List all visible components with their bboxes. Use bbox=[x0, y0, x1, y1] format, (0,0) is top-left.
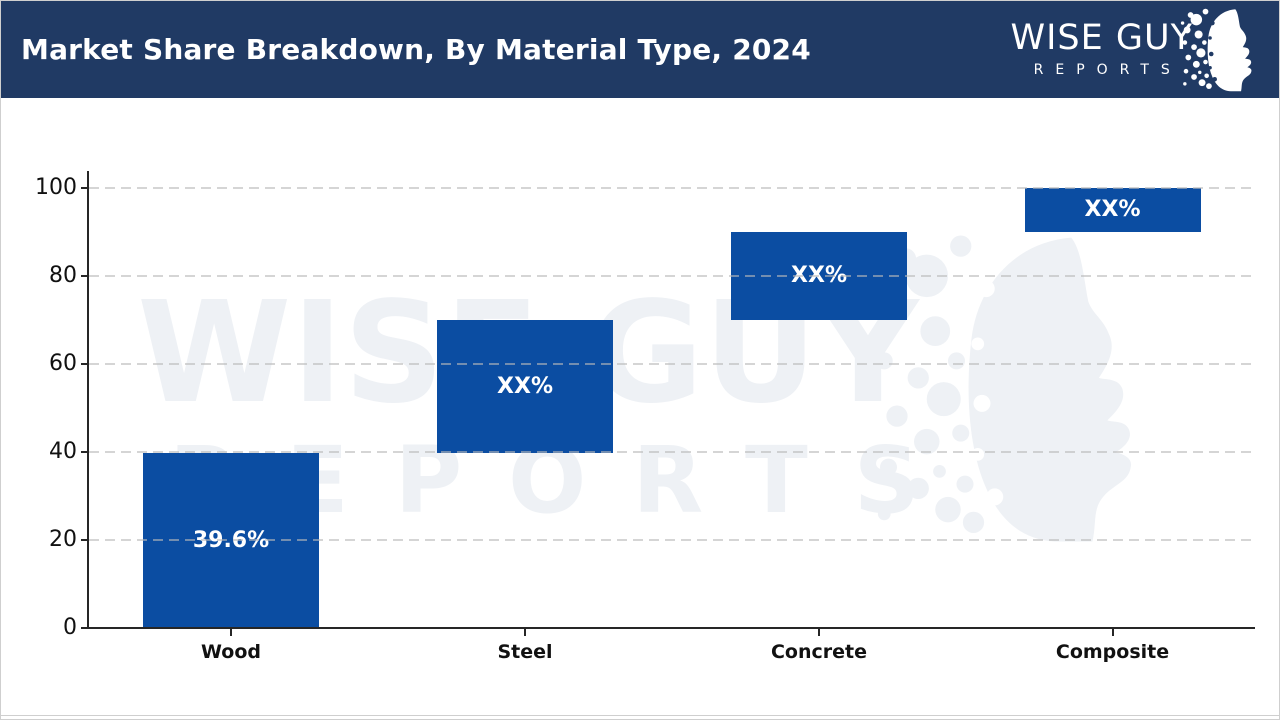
gridline-80 bbox=[89, 274, 1254, 277]
bottom-border bbox=[1, 715, 1279, 716]
y-tick-label: 40 bbox=[49, 438, 77, 464]
bar-composite: XX% bbox=[1024, 187, 1201, 232]
y-tick-mark bbox=[81, 626, 88, 629]
chart-title: Market Share Breakdown, By Material Type… bbox=[21, 33, 811, 66]
x-category-label: Composite bbox=[1055, 641, 1170, 663]
wiseguy-face-icon bbox=[1179, 7, 1271, 93]
y-tick-label: 60 bbox=[49, 350, 77, 376]
gridline-40 bbox=[89, 450, 1254, 453]
y-tick-mark bbox=[81, 362, 88, 365]
y-tick-label: 80 bbox=[49, 262, 77, 288]
logo-brand-name: WISE GUY bbox=[1010, 18, 1193, 58]
gridline-60 bbox=[89, 362, 1254, 365]
logo-brand-subtitle: REPORTS bbox=[1033, 62, 1182, 78]
chart-header: Market Share Breakdown, By Material Type… bbox=[1, 1, 1279, 98]
x-category-label: Steel bbox=[497, 641, 553, 663]
gridline-100 bbox=[89, 186, 1254, 189]
x-category-label: Concrete bbox=[770, 641, 867, 663]
y-tick-mark bbox=[81, 274, 88, 277]
y-tick-label: 0 bbox=[63, 614, 77, 640]
x-tick-mark bbox=[524, 629, 526, 636]
x-category-label: Wood bbox=[201, 641, 261, 663]
x-axis-line bbox=[87, 627, 1255, 629]
x-tick-mark bbox=[230, 629, 232, 636]
wiseguy-logo: WISE GUY REPORTS bbox=[1010, 7, 1271, 93]
x-tick-mark bbox=[1111, 629, 1114, 636]
bar-steel: XX% bbox=[437, 319, 613, 454]
y-tick-label: 20 bbox=[49, 526, 77, 552]
y-tick-mark bbox=[81, 186, 88, 189]
y-tick-label: 100 bbox=[35, 174, 77, 200]
x-tick-mark bbox=[818, 629, 820, 636]
bar-value-label: XX% bbox=[1084, 197, 1141, 222]
watermark-face-icon bbox=[863, 229, 1203, 548]
y-tick-mark bbox=[81, 538, 88, 541]
bar-value-label: XX% bbox=[497, 373, 553, 399]
gridline-20 bbox=[89, 538, 1254, 541]
y-axis-line bbox=[87, 171, 89, 629]
wiseguy-logo-text: WISE GUY REPORTS bbox=[1010, 18, 1193, 79]
y-tick-mark bbox=[81, 450, 88, 453]
